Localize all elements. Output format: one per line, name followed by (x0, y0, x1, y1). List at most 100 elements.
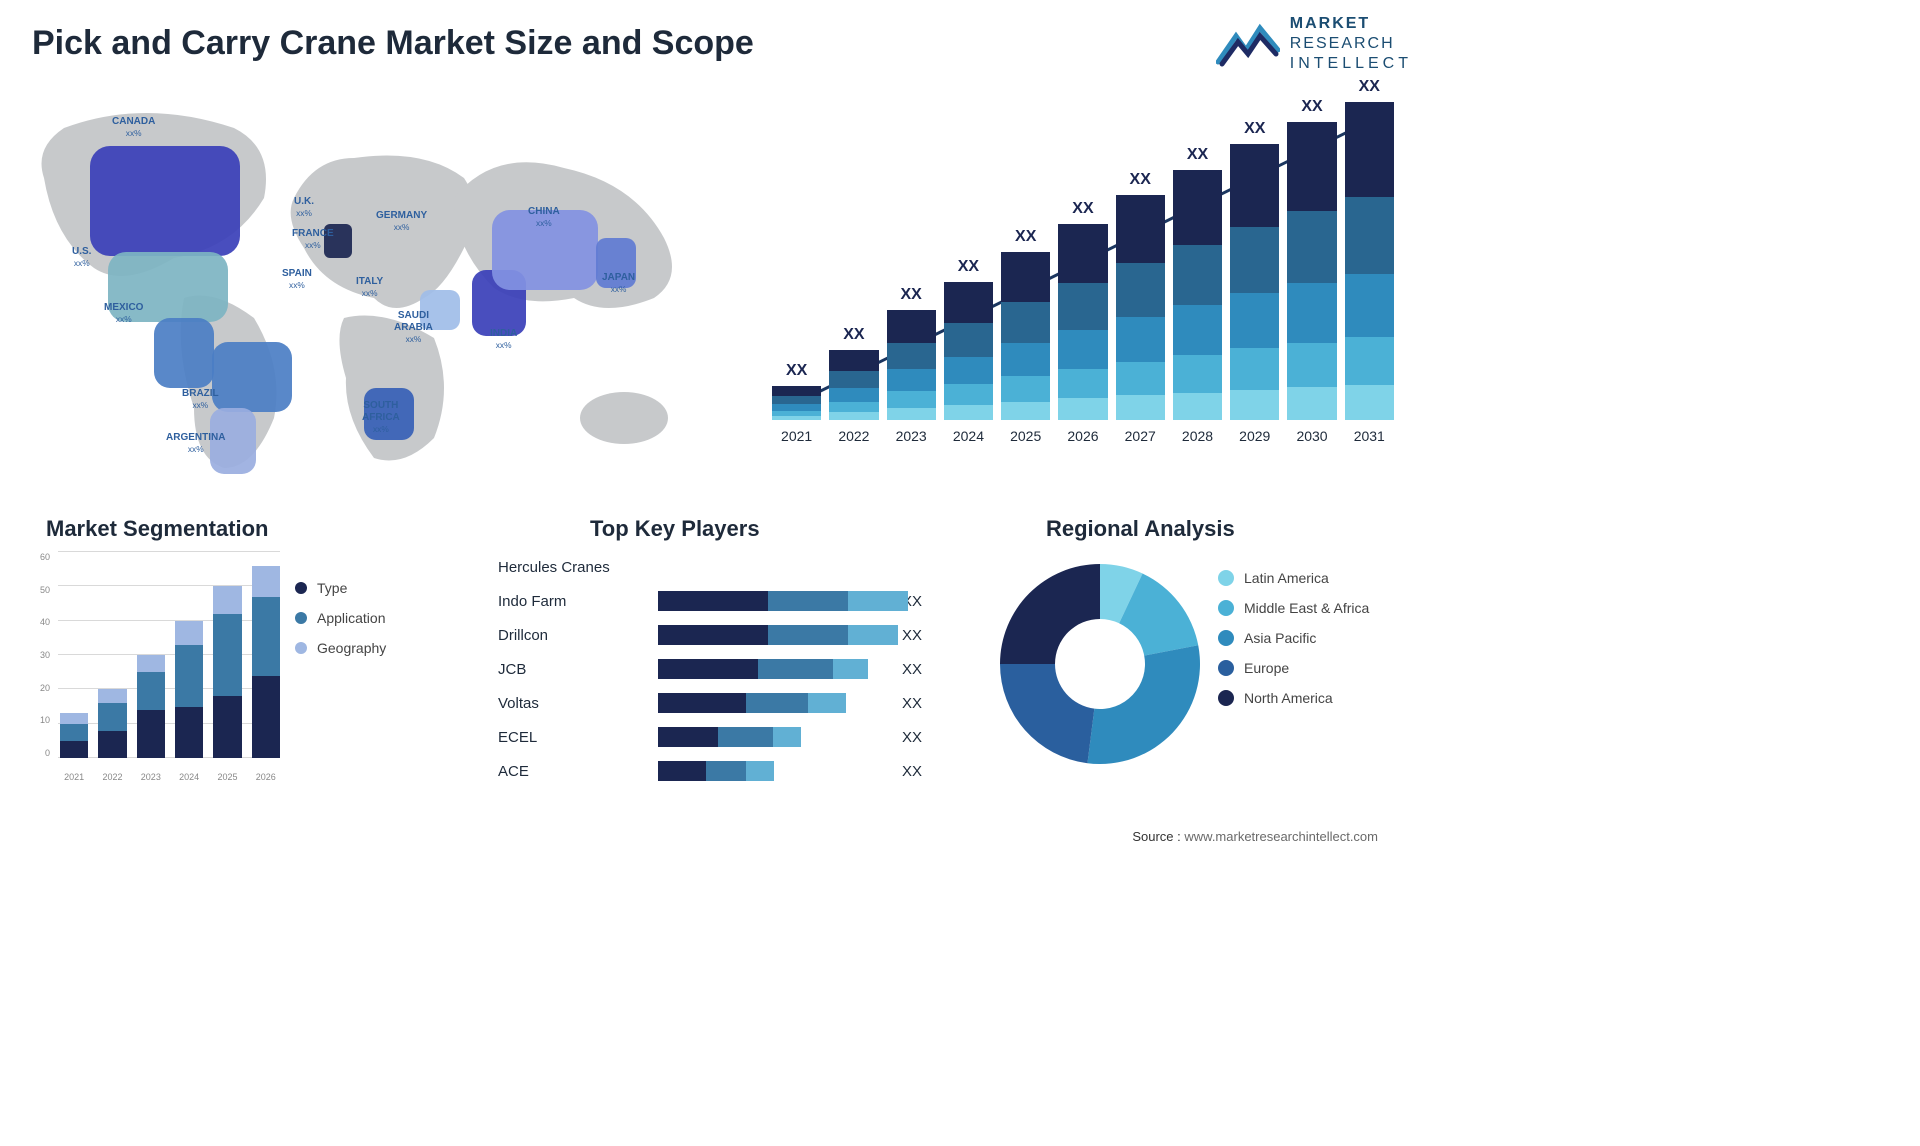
map-label: BRAZILxx% (182, 388, 219, 410)
player-row: JCB XX (498, 654, 938, 684)
map-label: SPAINxx% (282, 268, 312, 290)
page-title: Pick and Carry Crane Market Size and Sco… (32, 24, 754, 63)
growth-bar: XX 2021 (772, 362, 821, 444)
player-row: Drillcon XX (498, 620, 938, 650)
map-label: MEXICOxx% (104, 302, 143, 324)
legend-item: Geography (295, 640, 435, 656)
seg-bar (137, 655, 165, 758)
map-label: SOUTHAFRICAxx% (362, 400, 400, 434)
bar-value-label: XX (1130, 171, 1151, 189)
year-label: 2023 (896, 428, 927, 444)
player-row: Voltas XX (498, 688, 938, 718)
logo-line3: INTELLECT (1290, 54, 1412, 74)
year-label: 2028 (1182, 428, 1213, 444)
bar-value-label: XX (1072, 200, 1093, 218)
year-label: 2021 (781, 428, 812, 444)
legend-item: Asia Pacific (1218, 630, 1398, 646)
player-name: ACE (498, 763, 658, 780)
bar-value-label: XX (1359, 78, 1380, 96)
seg-bar (98, 689, 126, 758)
heading-segmentation: Market Segmentation (46, 516, 269, 542)
year-label: 2026 (1067, 428, 1098, 444)
bar-value-label: XX (843, 326, 864, 344)
legend-item: Type (295, 580, 435, 596)
seg-bar (60, 713, 88, 758)
growth-bar: XX 2022 (829, 326, 878, 444)
year-label: 2022 (838, 428, 869, 444)
bar-value-label: XX (900, 286, 921, 304)
map-label: SAUDIARABIAxx% (394, 310, 433, 344)
map-label: ITALYxx% (356, 276, 383, 298)
player-value: XX (902, 763, 938, 780)
player-name: Drillcon (498, 627, 658, 644)
year-label: 2025 (1010, 428, 1041, 444)
legend-item: North America (1218, 690, 1398, 706)
growth-bar: XX 2027 (1116, 171, 1165, 444)
map-label: CHINAxx% (528, 206, 560, 228)
player-row: ACE XX (498, 756, 938, 786)
bar-value-label: XX (958, 258, 979, 276)
map-label: FRANCExx% (292, 228, 334, 250)
growth-bar: XX 2030 (1287, 98, 1336, 444)
player-value: XX (902, 729, 938, 746)
world-map: CANADAxx% U.S.xx% MEXICOxx% BRAZILxx% ARGENT… (24, 88, 704, 478)
growth-bar: XX 2026 (1058, 200, 1107, 444)
logo-line1: MARKET (1290, 14, 1412, 34)
player-name: Voltas (498, 695, 658, 712)
growth-bar: XX 2024 (944, 258, 993, 444)
seg-bar (175, 621, 203, 758)
growth-bar: XX 2028 (1173, 146, 1222, 444)
key-players-chart: Hercules CranesIndo FarmXXDrillconXXJCBX… (498, 552, 938, 788)
growth-chart: XX 2021 XX 2022 XX 2023 XX 2024 XX 2025 XX 2026 XX 20… (768, 88, 1398, 468)
player-value: XX (902, 695, 938, 712)
map-label: U.K.xx% (294, 196, 314, 218)
year-label: 2024 (953, 428, 984, 444)
growth-bar: XX 2031 (1345, 78, 1394, 444)
legend-item: Europe (1218, 660, 1398, 676)
year-label: 2031 (1354, 428, 1385, 444)
map-label: INDIAxx% (490, 328, 517, 350)
map-label: GERMANYxx% (376, 210, 427, 232)
growth-bar: XX 2029 (1230, 120, 1279, 444)
player-row: Indo FarmXX (498, 586, 938, 616)
player-name: JCB (498, 661, 658, 678)
player-name: ECEL (498, 729, 658, 746)
player-name: Hercules Cranes (498, 559, 658, 576)
player-row: ECEL XX (498, 722, 938, 752)
player-row: Hercules Cranes (498, 552, 938, 582)
map-label: U.S.xx% (72, 246, 91, 268)
source-label: Source : (1132, 829, 1180, 844)
legend-item: Middle East & Africa (1218, 600, 1398, 616)
seg-bar (252, 566, 280, 758)
brand-logo: MARKET RESEARCH INTELLECT (1216, 14, 1412, 74)
legend-item: Application (295, 610, 435, 626)
map-label: JAPANxx% (602, 272, 635, 294)
growth-bar: XX 2023 (887, 286, 936, 444)
map-label: CANADAxx% (112, 116, 155, 138)
seg-bar (213, 586, 241, 758)
logo-mark-icon (1216, 20, 1280, 68)
heading-key-players: Top Key Players (590, 516, 760, 542)
bar-value-label: XX (1244, 120, 1265, 138)
logo-line2: RESEARCH (1290, 34, 1412, 54)
source-url: www.marketresearchintellect.com (1184, 829, 1378, 844)
legend-item: Latin America (1218, 570, 1398, 586)
regional-legend: Latin America Middle East & Africa Asia Pa… (1218, 570, 1398, 720)
player-name: Indo Farm (498, 593, 658, 610)
player-value: XX (902, 661, 938, 678)
year-label: 2030 (1296, 428, 1327, 444)
segmentation-legend: Type Application Geography (295, 580, 435, 670)
growth-bar: XX 2025 (1001, 228, 1050, 444)
regional-donut (990, 554, 1210, 774)
bar-value-label: XX (786, 362, 807, 380)
bar-value-label: XX (1301, 98, 1322, 116)
segmentation-chart: 0102030405060 202120222023202420252026 (30, 552, 280, 782)
bar-value-label: XX (1015, 228, 1036, 246)
bar-value-label: XX (1187, 146, 1208, 164)
year-label: 2029 (1239, 428, 1270, 444)
map-label: ARGENTINAxx% (166, 432, 225, 454)
source-attribution: Source : www.marketresearchintellect.com (1132, 829, 1378, 844)
heading-regional: Regional Analysis (1046, 516, 1235, 542)
player-value: XX (902, 627, 938, 644)
year-label: 2027 (1125, 428, 1156, 444)
